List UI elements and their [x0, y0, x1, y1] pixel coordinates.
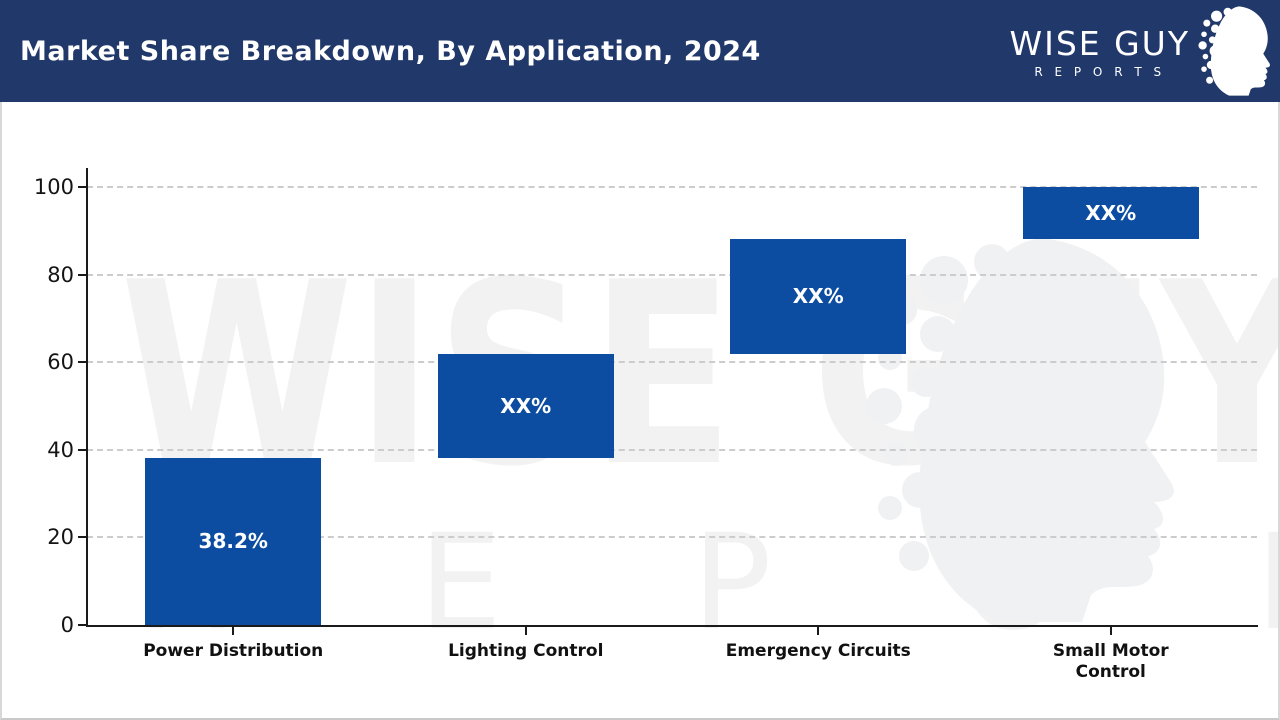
wise-guy-logo: WISE GUY R E P O R T S: [1009, 5, 1280, 97]
bar-segment: 38.2%: [145, 457, 322, 625]
x-category-label: Lighting Control: [448, 641, 604, 661]
bar-value-label: XX%: [792, 284, 844, 309]
logo-text: WISE GUY R E P O R T S: [1009, 24, 1190, 79]
header-bar: Market Share Breakdown, By Application, …: [0, 0, 1280, 102]
x-axis-line: [86, 625, 1258, 627]
y-tick-mark: [78, 273, 86, 276]
y-tick-label: 20: [47, 525, 74, 550]
plot: 0 20 40 60 80 100 38.2% Power Distribution XX% Li…: [2, 102, 1278, 718]
bar-segment: XX%: [437, 354, 614, 458]
y-tick-mark: [78, 624, 86, 626]
logo-head-icon: [1198, 6, 1270, 96]
x-category-label: Small Motor Control: [1052, 641, 1169, 682]
x-category-label: Emergency Circuits: [725, 641, 911, 661]
x-tick-mark: [524, 627, 527, 635]
x-tick-mark: [232, 627, 235, 635]
chart-area: WISE GUY R E P O R T S 02040608010038.2%…: [0, 102, 1280, 720]
logo-reports-label: R E P O R T S: [1034, 64, 1166, 79]
gridline: [87, 186, 1257, 188]
bar-value-label: XX%: [1085, 200, 1137, 225]
bar-segment: XX%: [730, 238, 907, 355]
bar-value-label: 38.2%: [198, 529, 268, 554]
gridline: [87, 273, 1257, 276]
y-tick-label: 0: [60, 613, 74, 637]
x-tick-mark: [817, 627, 820, 635]
y-tick-label: 100: [33, 175, 74, 199]
logo-wordmark: WISE GUY: [1009, 23, 1190, 63]
y-axis-line: [86, 168, 88, 627]
x-category-label: Power Distribution: [143, 641, 324, 661]
y-tick-mark: [78, 448, 86, 451]
y-tick-mark: [78, 361, 86, 364]
gridline: [87, 448, 1257, 451]
x-tick-mark: [1109, 627, 1112, 635]
y-tick-label: 80: [47, 262, 74, 287]
y-tick-label: 40: [47, 437, 74, 462]
chart-title: Market Share Breakdown, By Application, …: [20, 35, 761, 67]
gridline: [87, 361, 1257, 364]
y-tick-label: 60: [47, 350, 74, 375]
bar-segment: XX%: [1022, 187, 1199, 239]
y-tick-mark: [78, 186, 86, 188]
gridline: [87, 536, 1257, 539]
bar-value-label: XX%: [500, 393, 552, 418]
y-tick-mark: [78, 536, 86, 539]
